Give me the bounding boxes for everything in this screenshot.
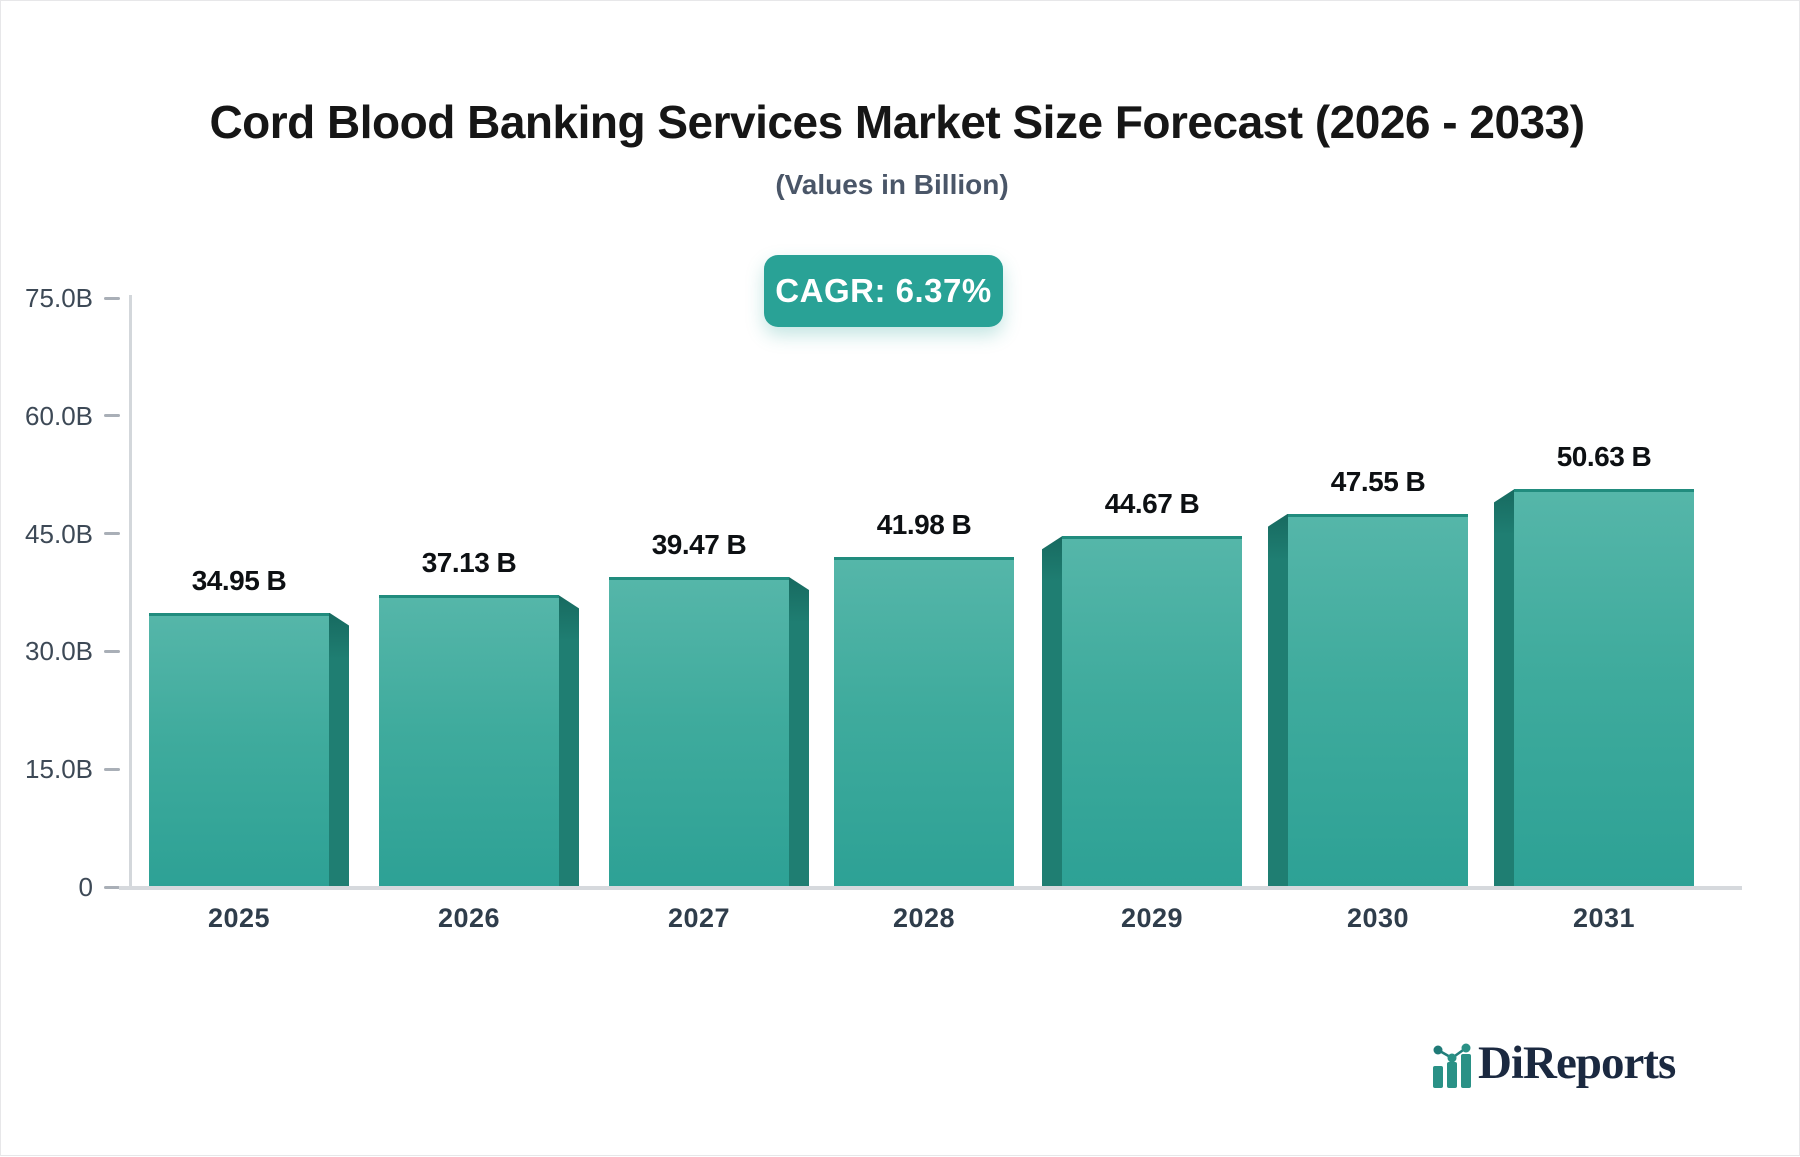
x-axis-line xyxy=(119,886,1742,890)
y-axis-tick-label: 30.0B xyxy=(25,636,93,667)
bar-side-face xyxy=(329,612,349,888)
bar-2026 xyxy=(379,595,559,888)
y-axis-tick-label: 0 xyxy=(78,872,93,902)
cagr-badge: CAGR: 6.37% xyxy=(764,255,1003,327)
bar-value-label: 41.98 B xyxy=(876,509,972,541)
bar-value-label: 39.47 B xyxy=(651,529,747,561)
y-axis-tick-label: 15.0B xyxy=(25,754,93,785)
bar-2029 xyxy=(1062,536,1242,888)
bar-value-label: 47.55 B xyxy=(1330,465,1426,497)
chart-subtitle: (Values in Billion) xyxy=(775,169,1009,200)
y-axis-tick-label: 45.0B xyxy=(25,518,93,549)
bar-2028 xyxy=(834,557,1014,888)
bar-2027 xyxy=(609,577,789,888)
bar-value-label: 37.13 B xyxy=(421,547,517,579)
bar-side-face xyxy=(789,577,809,888)
y-axis-tick-mark xyxy=(104,649,120,653)
y-axis-tick-mark xyxy=(104,296,120,300)
x-axis-label-2027: 2027 xyxy=(667,903,731,933)
bar-value-label: 50.63 B xyxy=(1556,441,1652,473)
y-axis-tick-mark xyxy=(104,532,120,536)
bar-value-label: 44.67 B xyxy=(1104,488,1200,520)
bar-2030 xyxy=(1288,513,1468,888)
bar-side-face xyxy=(1494,489,1514,888)
y-axis-tick-mark xyxy=(104,767,120,771)
bar-2025 xyxy=(149,612,329,888)
x-axis-label-2031: 2031 xyxy=(1572,903,1636,933)
x-axis-label-2025: 2025 xyxy=(207,903,271,933)
bar-side-face xyxy=(1268,513,1288,888)
y-axis-tick-label: 75.0B xyxy=(25,283,93,313)
bar-side-face xyxy=(559,595,579,888)
y-axis-line xyxy=(129,295,132,887)
x-axis-label-2028: 2028 xyxy=(892,903,956,933)
logo-text: DiReports xyxy=(1478,1037,1676,1089)
bar-2031 xyxy=(1514,489,1694,888)
x-axis-label-2029: 2029 xyxy=(1120,903,1184,933)
bar-side-face xyxy=(1042,536,1062,888)
x-axis-label-2026: 2026 xyxy=(437,903,501,933)
x-axis-label-2030: 2030 xyxy=(1346,903,1410,933)
y-axis-tick-mark xyxy=(104,885,120,889)
y-axis-tick-label: 60.0B xyxy=(25,400,93,431)
y-axis-tick-mark xyxy=(104,414,120,418)
bar-chart-trend-icon xyxy=(1433,1043,1471,1088)
bar-value-label: 34.95 B xyxy=(191,564,287,596)
chart-title: Cord Blood Banking Services Market Size … xyxy=(209,96,1585,148)
